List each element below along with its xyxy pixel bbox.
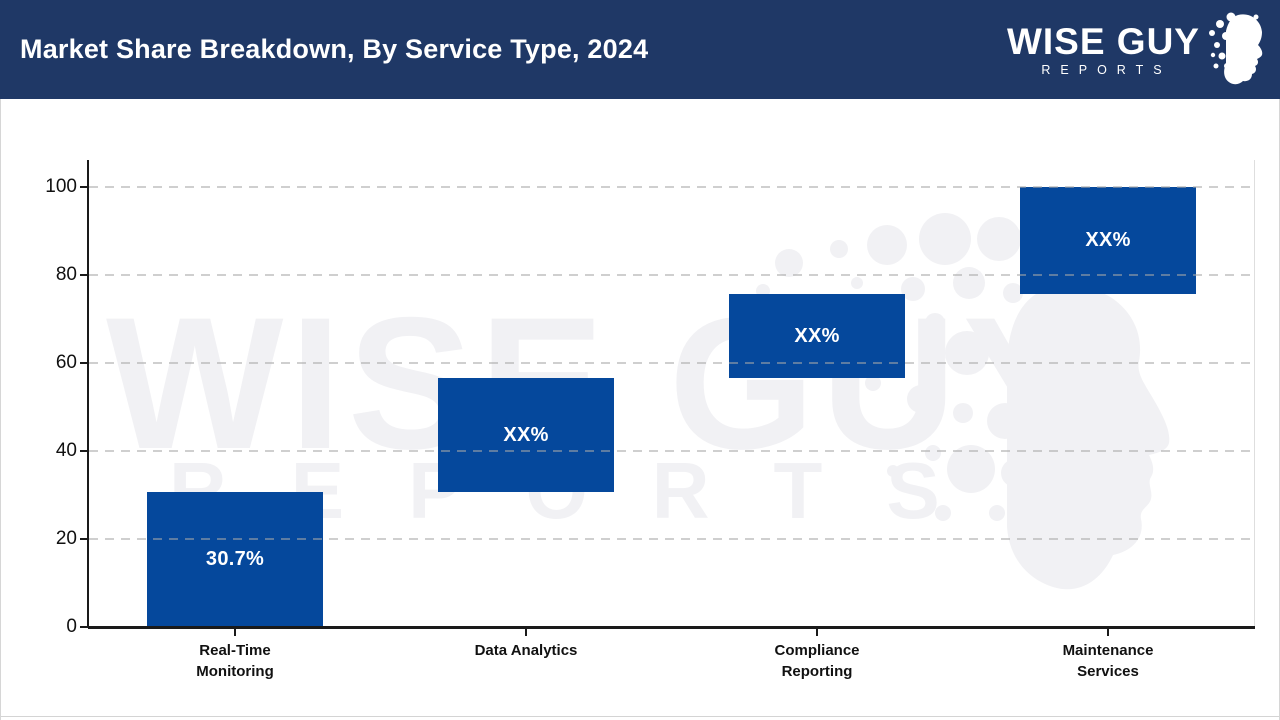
x-category-label-3: Compliance Reporting: [774, 642, 860, 680]
gridline-y-80: [89, 274, 1254, 276]
y-tick-label-40: 40: [55, 440, 77, 461]
brand-face-icon: [1209, 12, 1263, 84]
chart-canvas: WISE GUY REPORTS 02040608010030.7%Real-T…: [0, 99, 1280, 720]
y-tick-label-20: 20: [55, 528, 77, 549]
x-category-label-4: Maintenance Services: [1062, 642, 1154, 680]
bar-3: XX%: [729, 294, 905, 378]
brand-logo: WISE GUY REPORTS: [1007, 9, 1266, 91]
y-tick-mark-40: [80, 450, 89, 452]
bar-1: 30.7%: [147, 492, 323, 627]
x-tick-mark-3: [816, 629, 818, 636]
brand-logo-text: WISE GUY REPORTS: [1007, 23, 1200, 77]
y-tick-label-100: 100: [45, 176, 77, 197]
watermark-face-dots: [756, 213, 1170, 590]
bar-value-label-3: XX%: [794, 324, 840, 347]
y-tick-mark-0: [80, 626, 89, 628]
y-tick-mark-20: [80, 538, 89, 540]
y-tick-mark-80: [80, 274, 89, 276]
gridline-y-20: [89, 538, 1254, 540]
bar-value-label-4: XX%: [1085, 229, 1131, 251]
bar-value-label-2: XX%: [503, 423, 549, 446]
x-tick-mark-4: [1107, 629, 1109, 636]
y-tick-label-60: 60: [55, 352, 77, 373]
y-tick-label-0: 0: [66, 616, 77, 637]
brand-subtitle: REPORTS: [1041, 62, 1172, 77]
y-tick-mark-100: [80, 186, 89, 188]
bar-2: XX%: [438, 378, 614, 492]
gridline-y-100: [89, 186, 1254, 188]
x-axis: [88, 626, 1255, 629]
x-category-label-2: Data Analytics: [474, 642, 578, 659]
brand-name: WISE GUY: [1006, 20, 1200, 62]
y-axis: [87, 160, 89, 628]
page-title: Market Share Breakdown, By Service Type,…: [20, 34, 649, 64]
x-tick-mark-2: [525, 629, 527, 636]
right-spine: [1254, 160, 1255, 627]
bar-4: XX%: [1020, 187, 1196, 294]
bottom-border-line: [1, 716, 1279, 717]
x-tick-mark-1: [234, 629, 236, 636]
header-bar: Market Share Breakdown, By Service Type,…: [0, 0, 1280, 99]
gridline-y-60: [89, 362, 1254, 364]
gridline-y-40: [89, 450, 1254, 452]
y-tick-mark-60: [80, 362, 89, 364]
x-category-label-1: Real-Time Monitoring: [196, 642, 274, 680]
y-tick-label-80: 80: [55, 264, 77, 285]
bar-value-label-1: 30.7%: [205, 548, 265, 570]
